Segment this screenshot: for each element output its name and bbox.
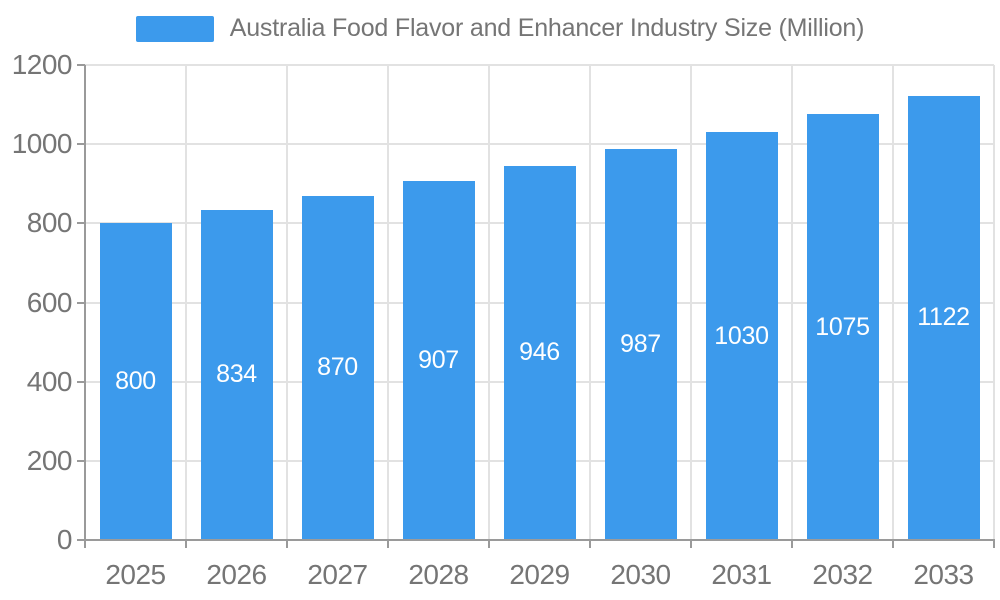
y-axis-line [84,65,86,548]
x-axis-tick [892,540,894,548]
x-axis-tick [589,540,591,548]
bar-value-label: 1030 [714,321,769,350]
bar-value-label: 1075 [815,312,870,341]
bar-2026: 834 [200,209,273,540]
gridline-vertical [791,65,793,540]
bar-value-label: 907 [418,345,459,374]
x-axis-tick-label: 2031 [711,559,772,590]
gridline-vertical [185,65,187,540]
bar-value-label: 870 [317,353,358,382]
x-axis-tick-label: 2027 [307,559,368,590]
y-axis-tick [77,539,85,541]
gridline-vertical [589,65,591,540]
y-axis-tick [77,143,85,146]
bar-value-label: 1122 [917,303,970,332]
gridline-vertical [488,65,490,540]
bar-value-label: 946 [519,338,560,367]
bar-2028: 907 [402,180,475,540]
y-axis-tick-label: 600 [26,286,73,318]
gridline-horizontal [85,143,994,146]
y-axis-tick-label: 800 [26,207,73,239]
gridline-vertical [387,65,389,540]
gridline-vertical [286,65,288,540]
y-axis-tick [77,459,85,462]
x-axis-tick-label: 2030 [610,559,671,590]
bar-2030: 987 [604,149,677,540]
bar-value-label: 987 [620,330,661,359]
gridline-vertical [892,65,894,540]
x-axis-tick-label: 2032 [812,559,873,590]
bar-2033: 1122 [907,95,980,540]
bar-2029: 946 [503,165,576,540]
x-axis-tick [791,540,793,548]
x-axis-tick-label: 2033 [913,559,974,590]
x-axis-tick [185,540,187,548]
gridline-vertical [690,65,692,540]
bar-2032: 1075 [806,114,879,540]
bar-value-label: 834 [216,360,257,389]
y-axis-tick-label: 400 [26,365,73,397]
legend-item[interactable]: Australia Food Flavor and Enhancer Indus… [0,14,1000,43]
x-axis-tick-label: 2025 [105,559,166,590]
y-axis-tick [77,64,85,66]
gridline-horizontal [85,64,994,66]
legend-swatch-icon [135,15,214,42]
y-axis-tick-label: 0 [56,524,73,555]
y-axis-tick-label: 1000 [11,128,73,160]
y-axis-tick [77,301,85,304]
x-axis-tick-label: 2026 [206,559,267,590]
x-axis-tick [387,540,389,548]
bar-2027: 870 [301,195,374,540]
gridline-vertical [993,65,995,540]
y-axis-tick [77,380,85,383]
y-axis-tick-label: 200 [26,444,73,476]
x-axis-tick [690,540,692,548]
x-axis-line [84,539,995,541]
x-axis-tick [286,540,288,548]
x-axis-tick-label: 2028 [408,559,469,590]
bar-2031: 1030 [705,132,778,540]
bar-value-label: 800 [115,367,156,396]
x-axis-tick-label: 2029 [509,559,570,590]
x-axis-tick [488,540,490,548]
x-axis-tick [993,540,995,548]
chart-title: Australia Food Flavor and Enhancer Indus… [229,14,865,42]
y-axis-tick-label: 1200 [11,49,73,80]
bar-2025: 800 [99,223,172,540]
y-axis-tick [77,222,85,225]
